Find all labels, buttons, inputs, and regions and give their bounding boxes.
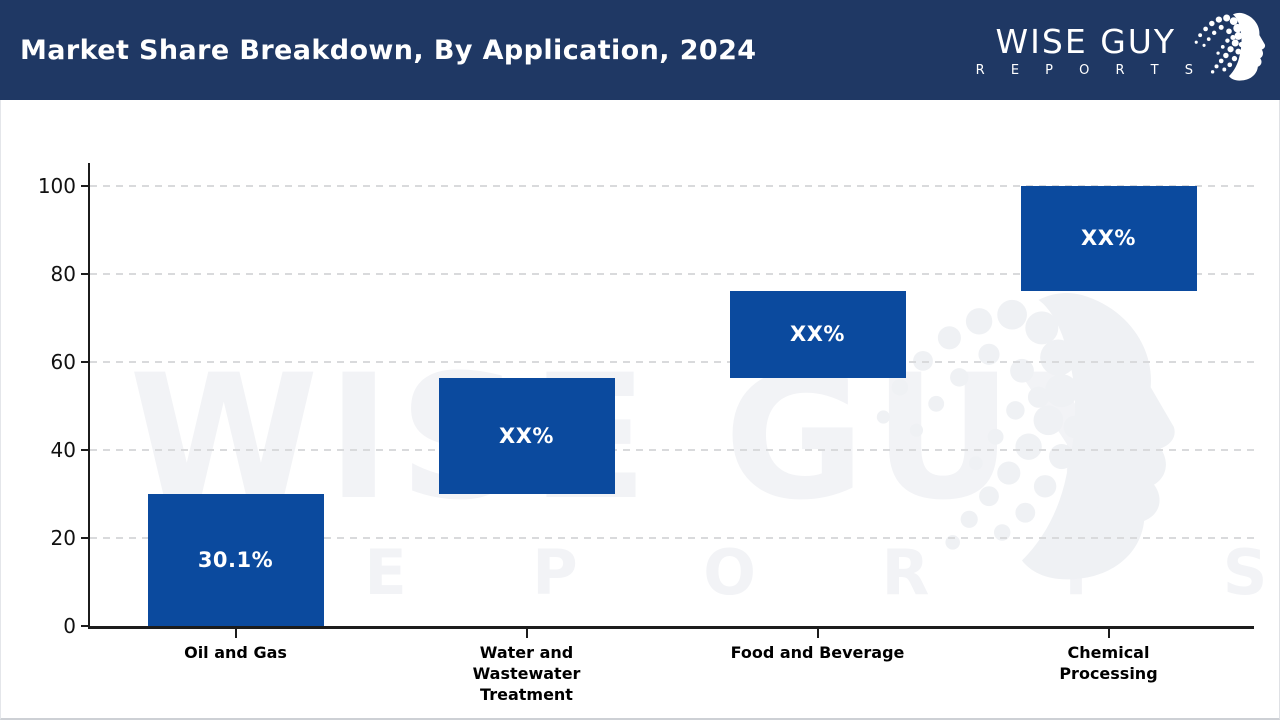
y-tick: [81, 537, 90, 539]
y-axis-spine: [88, 163, 90, 628]
brand-subname: R E P O R T S: [975, 63, 1204, 78]
x-axis-label: Food and Beverage: [730, 643, 905, 662]
bar: XX%: [438, 378, 615, 494]
plot-area: 0 20 40 60 80 100 30.1% Oil and Gas XX% Water and…: [1, 100, 1279, 718]
y-tick: [81, 449, 90, 451]
brand-logo-text: WISE GUY R E P O R T S: [968, 22, 1204, 78]
page-title: Market Share Breakdown, By Application, …: [20, 34, 757, 66]
x-tick: [816, 629, 819, 638]
y-tick: [81, 361, 90, 363]
y-tick-label: 80: [50, 262, 76, 286]
y-tick: [81, 273, 90, 275]
bar: XX%: [729, 290, 906, 379]
brand-logo: WISE GUY R E P O R T S: [968, 7, 1280, 93]
y-tick: [81, 185, 90, 187]
bar-value-label: XX%: [790, 322, 845, 347]
gridline: [90, 449, 1254, 451]
x-axis-label: Chemical Processing: [1059, 643, 1158, 683]
x-tick: [234, 629, 237, 638]
x-axis-spine: [88, 626, 1254, 629]
bar-value-label: XX%: [1081, 226, 1136, 251]
y-tick-label: 20: [50, 526, 76, 550]
x-axis-label: Oil and Gas: [184, 643, 287, 662]
gridline: [90, 361, 1254, 363]
y-tick-label: 60: [50, 350, 76, 374]
bar: 30.1%: [147, 493, 324, 626]
x-tick: [1107, 629, 1110, 638]
x-axis-label: Water and Wastewater Treatment: [472, 643, 581, 704]
bar-value-label: 30.1%: [197, 547, 274, 572]
y-tick-label: 100: [37, 174, 76, 198]
brand-name: WISE GUY: [995, 22, 1177, 61]
header: Market Share Breakdown, By Application, …: [0, 0, 1280, 100]
bar-value-label: XX%: [499, 423, 554, 448]
chart-region: WISE GUY R E P O R T S 0 20 4: [0, 100, 1280, 720]
y-tick: [81, 625, 90, 627]
x-tick: [525, 629, 528, 638]
gridline: [90, 537, 1254, 539]
y-tick-label: 0: [63, 614, 76, 638]
y-tick-label: 40: [50, 438, 76, 462]
brand-face-icon: [1194, 12, 1266, 81]
gridline: [90, 185, 1254, 187]
bar: XX%: [1020, 186, 1197, 291]
gridline: [90, 273, 1254, 275]
